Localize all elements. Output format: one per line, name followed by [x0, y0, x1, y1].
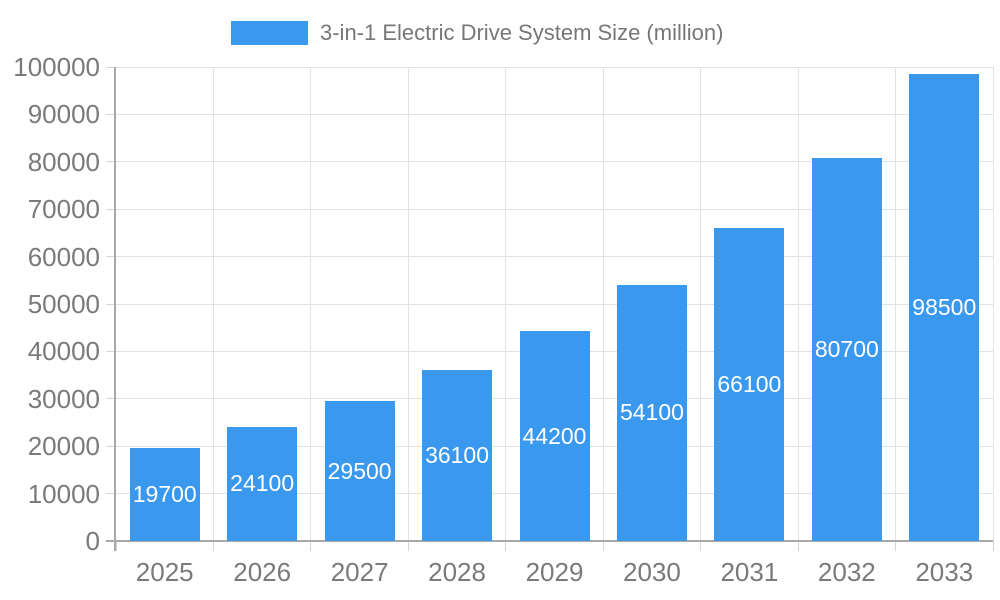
x-tick-label: 2029: [525, 557, 584, 587]
y-tick-label: 100000: [13, 52, 100, 82]
x-tick-mark: [407, 541, 409, 551]
x-tick-mark: [700, 541, 702, 551]
x-tick-label: 2025: [135, 557, 194, 587]
gridline-horizontal: [116, 256, 993, 258]
y-tick-label: 20000: [27, 431, 100, 462]
x-tick-label: 2027: [330, 557, 389, 587]
plot-area: 19700 24100 29500 36100 44200 54100 66100 80700…: [106, 66, 994, 551]
y-tick-mark: [106, 208, 116, 210]
x-tick-label: 2026: [233, 557, 292, 587]
gridline-vertical: [505, 67, 507, 541]
y-tick-mark: [106, 256, 116, 258]
y-tick-mark: [106, 113, 116, 115]
bar-value-label: 24100: [230, 470, 295, 497]
legend-marker-swatch: [231, 21, 308, 45]
x-tick-mark: [310, 541, 312, 551]
bar-value-label: 54100: [619, 399, 684, 426]
bar: 66100: [714, 227, 785, 541]
gridline-vertical: [895, 67, 897, 541]
bar: 98500: [909, 74, 980, 541]
gridline-vertical: [212, 67, 214, 541]
y-tick-label: 70000: [27, 194, 100, 225]
x-tick-mark: [797, 541, 799, 551]
bar: 44200: [519, 331, 590, 541]
x-tick-mark: [895, 541, 897, 551]
x-tick-label: 2028: [428, 557, 486, 587]
x-tick-mark: [115, 541, 117, 551]
y-axis-line: [114, 67, 116, 551]
bar-value-label: 19700: [132, 480, 197, 507]
gridline-horizontal: [116, 66, 993, 68]
y-tick-mark: [106, 493, 116, 495]
bar: 54100: [616, 284, 687, 541]
gridline-horizontal: [116, 113, 993, 115]
bar-value-label: 29500: [327, 457, 392, 484]
x-tick-label: 2032: [817, 557, 876, 587]
y-tick-label: 30000: [27, 383, 100, 414]
legend-label: 3-in-1 Electric Drive System Size (milli…: [320, 20, 724, 45]
gridline-vertical: [992, 67, 994, 541]
y-tick-mark: [106, 66, 116, 68]
y-tick-label: 80000: [27, 146, 100, 177]
y-tick-label: 0: [85, 526, 100, 556]
x-tick-label: 2033: [915, 557, 974, 587]
bar-value-label: 66100: [717, 370, 782, 397]
gridline-horizontal: [116, 161, 993, 163]
y-tick-mark: [106, 350, 116, 352]
x-tick-mark: [602, 541, 604, 551]
bar-value-label: 36100: [425, 441, 490, 468]
x-tick-label: 2031: [720, 557, 779, 587]
gridline-vertical: [602, 67, 604, 541]
bar: 36100: [422, 369, 493, 541]
gridline-vertical: [700, 67, 702, 541]
bar: 80700: [811, 158, 882, 541]
y-tick-label: 90000: [27, 99, 100, 130]
gridline-vertical: [310, 67, 312, 541]
x-tick-mark: [505, 541, 507, 551]
y-tick-label: 60000: [27, 241, 100, 272]
bar: 24100: [227, 426, 298, 541]
gridline-vertical: [407, 67, 409, 541]
y-tick-label: 50000: [27, 289, 100, 319]
gridline-horizontal: [116, 208, 993, 210]
y-tick-mark: [106, 161, 116, 163]
gridline-horizontal: [116, 303, 993, 305]
x-axis-line: [106, 540, 993, 542]
y-tick-mark: [106, 445, 116, 447]
bar-value-label: 98500: [912, 294, 977, 321]
bar: 29500: [324, 401, 395, 541]
gridline-vertical: [797, 67, 799, 541]
bar-value-label: 80700: [814, 336, 879, 363]
x-tick-label: 2030: [623, 557, 681, 587]
y-tick-mark: [106, 398, 116, 400]
legend: 3-in-1 Electric Drive System Size (milli…: [231, 20, 723, 46]
x-tick-mark: [992, 541, 994, 551]
bar: 19700: [129, 447, 200, 541]
x-tick-mark: [212, 541, 214, 551]
y-tick-label: 10000: [27, 478, 100, 509]
y-tick-mark: [106, 303, 116, 305]
bar-value-label: 44200: [522, 422, 587, 449]
y-tick-label: 40000: [27, 336, 100, 367]
